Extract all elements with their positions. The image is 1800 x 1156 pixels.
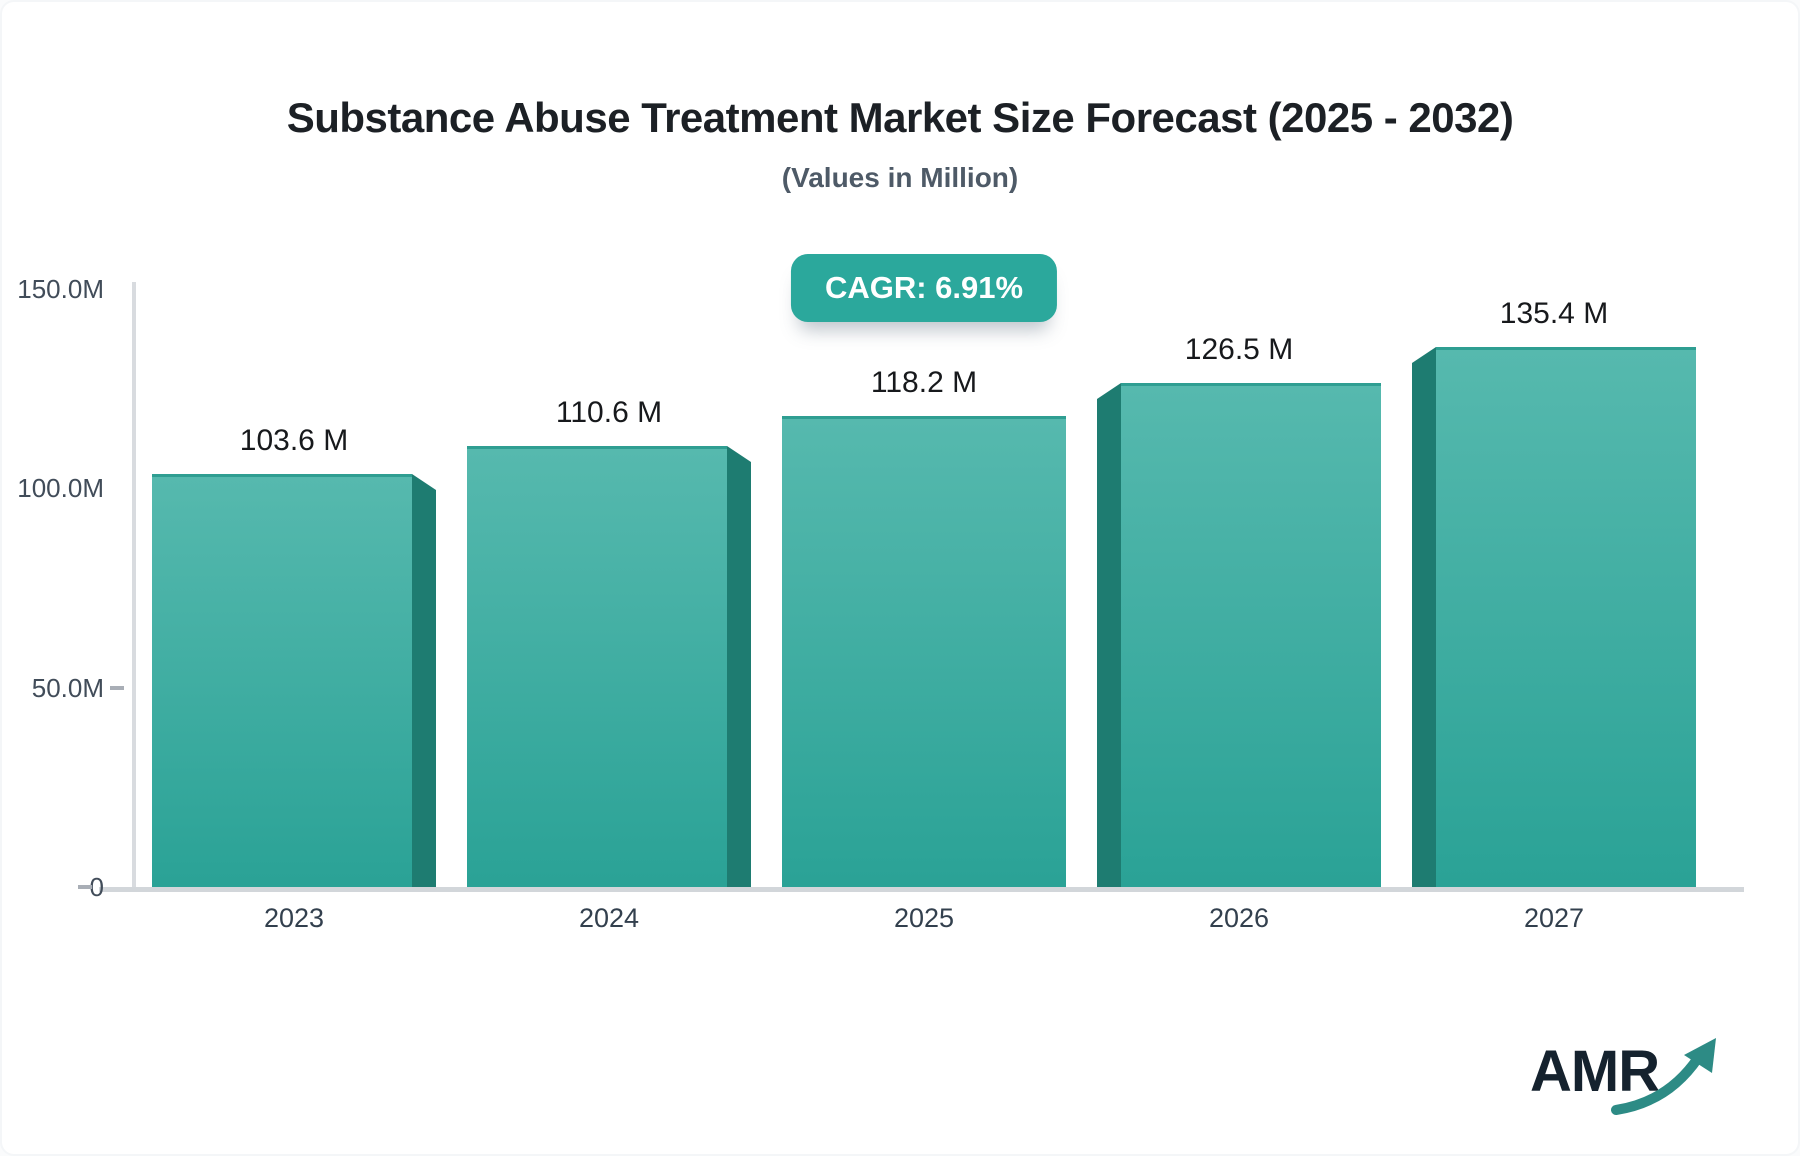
amr-logo-text: AMR xyxy=(1530,1039,1660,1104)
bar-value-label: 110.6 M xyxy=(555,396,663,429)
chart-subtitle: (Values in Million) xyxy=(781,162,1019,193)
x-axis-label-2024: 2024 xyxy=(578,903,640,933)
y-axis-label-150.0M: 150.0M xyxy=(17,274,104,304)
bar-value-label: 126.5 M xyxy=(1184,333,1294,366)
bar-2023: 103.6 M xyxy=(152,422,436,887)
y-axis-tick-dash xyxy=(78,885,92,889)
amr-logo: AMR xyxy=(1530,1032,1730,1122)
bar-2024: 110.6 M xyxy=(467,394,751,887)
trend-arrow-icon xyxy=(1611,1038,1716,1115)
bar-face xyxy=(1121,383,1381,887)
bar-value-label: 103.6 M xyxy=(239,424,349,457)
x-axis-label-2027: 2027 xyxy=(1523,903,1585,933)
bar-3d-side-panel xyxy=(412,474,436,887)
bar-2025: 118.2 M xyxy=(782,364,1066,887)
x-axis-baseline xyxy=(99,887,1744,892)
bar-2027: 135.4 M xyxy=(1412,295,1696,887)
bar-face xyxy=(1436,347,1696,887)
cagr-badge: CAGR: 6.91% xyxy=(790,254,1058,322)
bar-value-label: 135.4 M xyxy=(1499,297,1609,330)
bar-value-label: 118.2 M xyxy=(870,366,978,399)
bar-3d-side-panel xyxy=(727,446,751,887)
x-axis-label-2026: 2026 xyxy=(1208,903,1270,933)
x-axis-label-2023: 2023 xyxy=(263,903,325,933)
y-axis-label-100.0M: 100.0M xyxy=(17,473,104,504)
y-axis-line xyxy=(132,282,136,887)
bar-face xyxy=(152,474,412,887)
y-axis-tick-dash xyxy=(110,685,124,690)
y-axis-label-0: 0 xyxy=(89,872,104,902)
bar-2026: 126.5 M xyxy=(1097,331,1381,887)
bar-face xyxy=(782,416,1066,887)
chart-title: Substance Abuse Treatment Market Size Fo… xyxy=(286,94,1514,141)
bar-3d-side-panel xyxy=(1097,383,1121,887)
y-axis-label-50.0M: 50.0M xyxy=(31,672,104,703)
x-axis-label-2025: 2025 xyxy=(893,903,955,933)
bar-3d-side-panel xyxy=(1412,347,1436,887)
bar-face xyxy=(467,446,727,887)
